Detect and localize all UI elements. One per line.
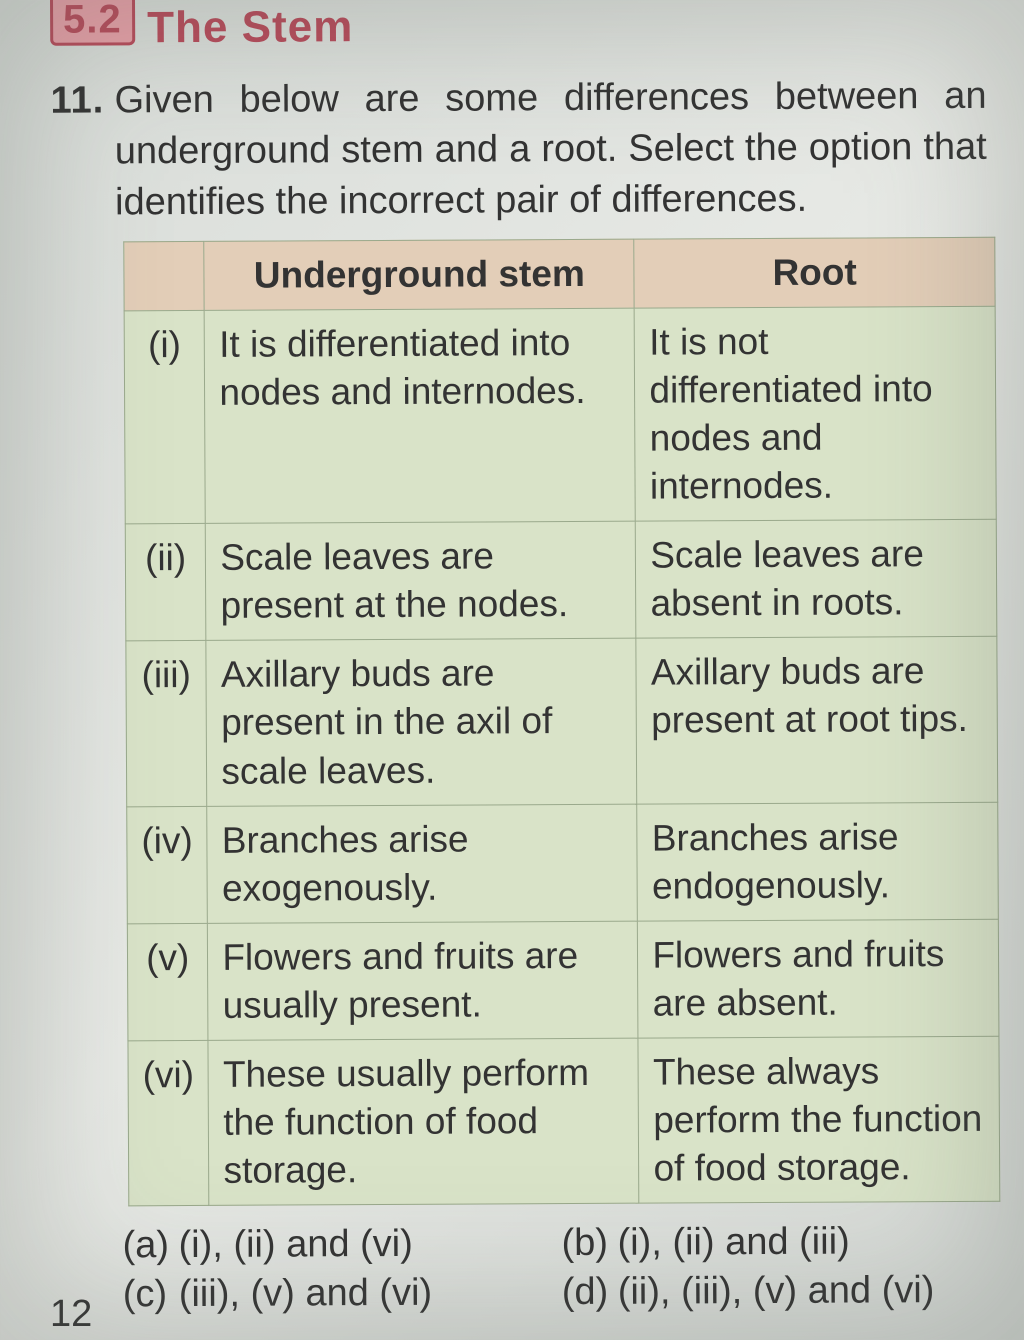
option-text: (iii), (v) and (vi) xyxy=(179,1272,433,1316)
row-root: Flowers and fruits are absent. xyxy=(638,919,999,1038)
option-label: (b) xyxy=(561,1222,617,1265)
row-root: These always perform the function of foo… xyxy=(638,1036,999,1203)
table-row: (vi) These usually perform the function … xyxy=(128,1036,1000,1206)
option-text: (i), (ii) and (iii) xyxy=(617,1221,849,1265)
option-label: (a) xyxy=(122,1224,178,1267)
row-index: (iii) xyxy=(126,641,207,807)
question-text: Given below are some differences between… xyxy=(114,71,995,229)
option-text: (ii), (iii), (v) and (vi) xyxy=(618,1269,935,1314)
col-stem-header: Underground stem xyxy=(204,239,634,310)
row-root: It is not differentiated into nodes and … xyxy=(634,306,996,521)
answer-options: (a) (i), (ii) and (vi) (b) (i), (ii) and… xyxy=(122,1220,1001,1323)
row-stem: Axillary buds are present in the axil of… xyxy=(206,638,637,806)
row-stem: Scale leaves are present at the nodes. xyxy=(206,521,637,640)
row-root: Scale leaves are absent in roots. xyxy=(636,519,997,638)
row-index: (iv) xyxy=(127,806,208,924)
cutoff-number: 12 xyxy=(50,1293,92,1335)
table-header-row: Underground stem Root xyxy=(124,237,995,311)
option-b[interactable]: (b) (i), (ii) and (iii) xyxy=(561,1220,1000,1265)
section-heading: 5.2 The Stem xyxy=(50,0,994,54)
option-a[interactable]: (a) (i), (ii) and (vi) xyxy=(122,1222,561,1267)
row-stem: It is differentiated into nodes and inte… xyxy=(205,308,636,524)
row-index: (i) xyxy=(124,310,205,524)
row-index: (v) xyxy=(127,923,208,1041)
option-text: (i), (ii) and (vi) xyxy=(178,1223,413,1267)
option-c[interactable]: (c) (iii), (v) and (vi) xyxy=(123,1271,562,1316)
section-title: The Stem xyxy=(147,2,353,52)
row-stem: These usually perform the function of fo… xyxy=(208,1038,639,1206)
col-root-header: Root xyxy=(634,237,995,308)
col-index-header xyxy=(124,241,205,311)
table-row: (i) It is differentiated into nodes and … xyxy=(124,306,996,524)
row-index: (ii) xyxy=(125,524,206,642)
option-label: (d) xyxy=(562,1271,618,1314)
table-row: (v) Flowers and fruits are usually prese… xyxy=(127,919,999,1041)
row-root: Axillary buds are present at root tips. xyxy=(636,637,997,804)
option-d[interactable]: (d) (ii), (iii), (v) and (vi) xyxy=(562,1269,1001,1314)
row-index: (vi) xyxy=(128,1040,209,1206)
row-stem: Branches arise exogenously. xyxy=(207,804,638,923)
table-row: (ii) Scale leaves are present at the nod… xyxy=(125,519,997,641)
row-stem: Flowers and fruits are usually present. xyxy=(208,921,639,1040)
comparison-table: Underground stem Root (i) It is differen… xyxy=(123,236,1000,1206)
next-question-cutoff: 12 . xyxy=(50,1293,113,1336)
option-label: (c) xyxy=(123,1273,179,1316)
table-row: (iii) Axillary buds are present in the a… xyxy=(126,637,998,807)
question-block: 11. Given below are some differences bet… xyxy=(50,71,995,230)
section-number-box: 5.2 xyxy=(50,0,135,46)
textbook-page: 5.2 The Stem 11. Given below are some di… xyxy=(0,0,1024,1323)
table-row: (iv) Branches arise exogenously. Branche… xyxy=(127,802,999,924)
question-number: 11. xyxy=(50,75,115,229)
row-root: Branches arise endogenously. xyxy=(637,802,998,921)
